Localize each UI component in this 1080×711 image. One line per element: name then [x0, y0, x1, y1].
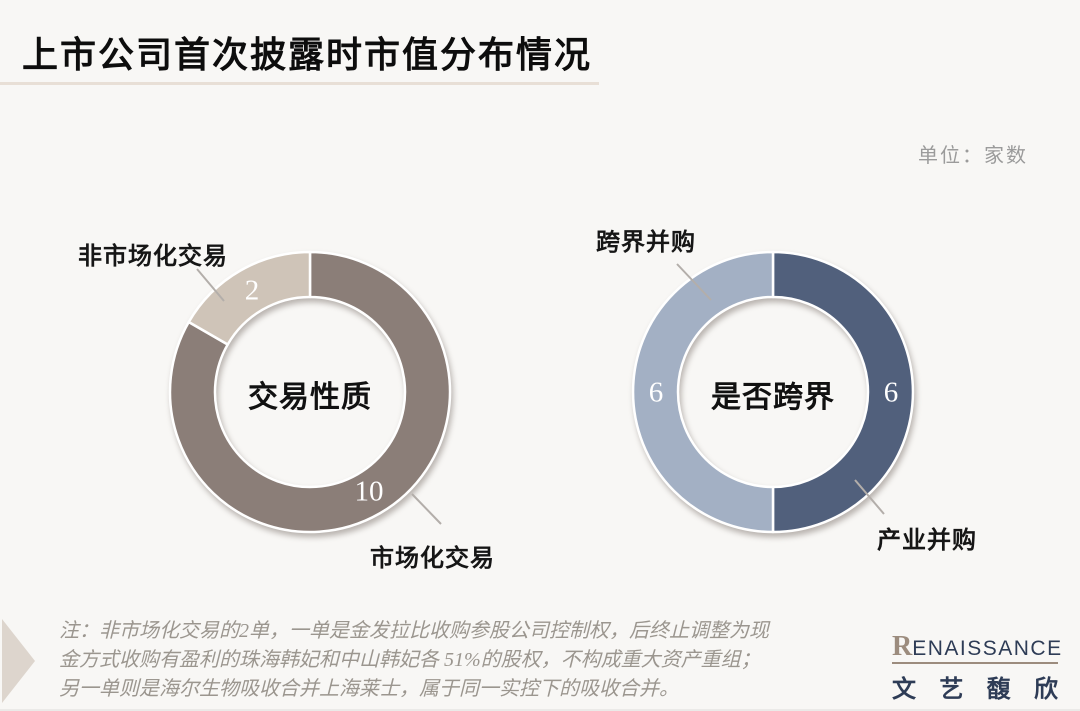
donut-center-label-transaction-nature: 交易性质: [248, 381, 372, 414]
callout-label-cross-border: 跨界并购: [596, 230, 696, 256]
segment-value-cross-border: 6: [648, 376, 664, 409]
footnote: 注：非市场化交易的2单，一单是金发拉比收购参股公司控制权，后终止调整为现 金方式…: [59, 617, 769, 704]
title-underline: [0, 82, 599, 85]
callout-label-non-market: 非市场化交易: [78, 244, 228, 270]
footnote-line: 另一单则是海尔生物吸收合并上海莱士，属于同一实控下的吸收合并。: [59, 678, 679, 700]
logo-cn-char: 文: [892, 677, 916, 703]
logo-initial: R: [892, 631, 913, 662]
donut-segment-市场化交易: [168, 250, 452, 534]
footnote-line: 金方式收购有盈利的珠海韩妃和中山韩妃各 51%的股权，不构成重大资产重组；: [59, 649, 761, 671]
logo-divider: [892, 662, 1058, 664]
segment-value-market: 10: [354, 475, 384, 508]
donut-chart-cross-border: [631, 250, 915, 534]
callout-label-industry: 产业并购: [877, 528, 977, 554]
logo-wordmark-rest: ENAISSANCE: [912, 637, 1063, 660]
logo-cn-char: 馥: [986, 677, 1011, 703]
donut-segment-产业并购: [771, 250, 915, 534]
segment-value-industry: 6: [883, 376, 899, 409]
segment-value-non-market: 2: [244, 274, 260, 307]
note-arrow-icon: [2, 619, 35, 703]
logo-wordmark: R ENAISSANCE: [892, 631, 1061, 662]
donut-center-label-cross-border: 是否跨界: [711, 381, 835, 414]
logo-renaissance: R ENAISSANCE 文 艺 馥 欣: [892, 631, 1061, 704]
unit-label: 单位：家数: [918, 145, 1028, 167]
logo-chinese-name: 文 艺 馥 欣: [892, 669, 1058, 704]
donut-segment-跨界并购: [631, 250, 775, 534]
footnote-line: 注：非市场化交易的2单，一单是金发拉比收购参股公司控制权，后终止调整为现: [59, 620, 769, 642]
logo-cn-char: 欣: [1033, 677, 1058, 703]
logo-cn-char: 艺: [939, 677, 964, 703]
page-title: 上市公司首次披露时市值分布情况: [22, 35, 593, 75]
callout-label-market: 市场化交易: [370, 546, 495, 572]
